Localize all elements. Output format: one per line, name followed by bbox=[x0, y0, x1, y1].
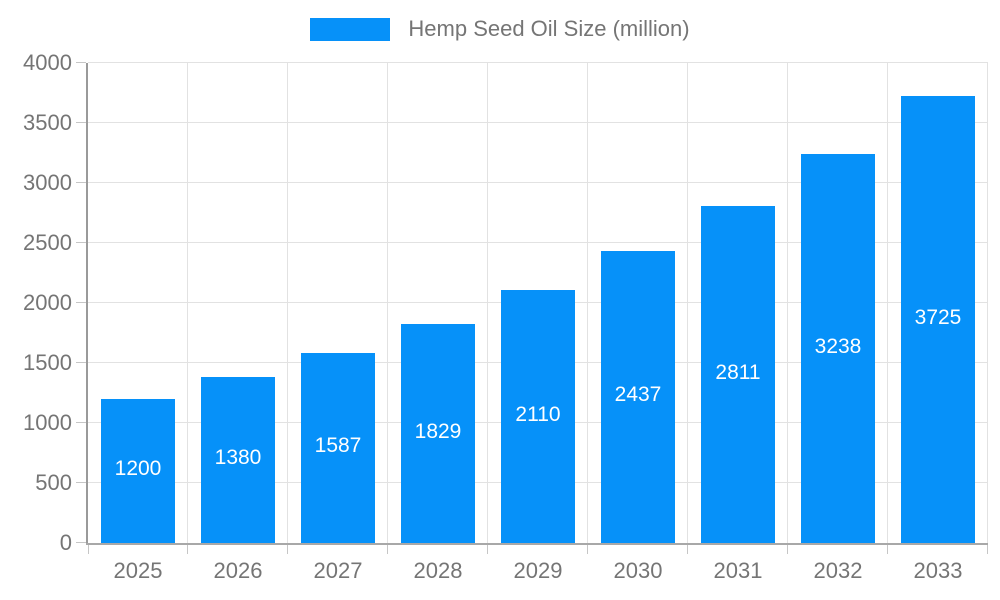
y-tick-label: 500 bbox=[35, 470, 72, 495]
x-axis-line bbox=[86, 543, 988, 545]
bar-value-label: 1829 bbox=[414, 419, 462, 443]
y-tick-mark bbox=[76, 302, 86, 303]
v-gridline bbox=[187, 63, 188, 543]
bar-value-label: 1380 bbox=[214, 446, 262, 469]
bar-2027[interactable]: 1587 bbox=[301, 353, 375, 543]
y-tick-mark bbox=[76, 362, 86, 363]
bar-value-label: 3725 bbox=[914, 305, 962, 329]
y-tick-mark bbox=[76, 62, 86, 63]
y-tick-mark bbox=[76, 422, 86, 423]
v-gridline bbox=[387, 63, 388, 543]
x-tick-label: 2025 bbox=[113, 558, 163, 583]
v-gridline bbox=[287, 63, 288, 543]
y-tick-mark bbox=[76, 122, 86, 123]
bar-2030[interactable]: 2437 bbox=[601, 251, 675, 543]
y-tick-label: 0 bbox=[59, 530, 72, 555]
bar-value-label: 2811 bbox=[715, 360, 761, 384]
plot-area: 1200 1380 1587 1829 2110 2437 2811 3238 3725 bbox=[76, 62, 988, 554]
bar-2032[interactable]: 3238 bbox=[801, 154, 875, 543]
x-tick-label: 2031 bbox=[713, 558, 763, 583]
x-tick-mark bbox=[287, 543, 288, 554]
y-tick-label: 2000 bbox=[23, 290, 72, 315]
x-tick-mark bbox=[887, 543, 888, 554]
v-gridline bbox=[687, 63, 688, 543]
y-tick-mark bbox=[76, 482, 86, 483]
x-tick-label: 2033 bbox=[913, 558, 963, 583]
y-tick-mark bbox=[76, 542, 86, 543]
x-tick-label: 2028 bbox=[413, 558, 463, 583]
x-tick-label: 2029 bbox=[513, 558, 563, 583]
x-tick-label: 2030 bbox=[613, 558, 663, 583]
bar-value-label: 2110 bbox=[515, 402, 561, 426]
bar-value-label: 1587 bbox=[314, 434, 362, 457]
h-gridline bbox=[88, 242, 988, 243]
x-tick-label: 2032 bbox=[813, 558, 863, 583]
x-tick-mark bbox=[787, 543, 788, 554]
v-gridline bbox=[787, 63, 788, 543]
v-gridline bbox=[587, 63, 588, 543]
x-tick-mark bbox=[587, 543, 588, 554]
y-tick-label: 3500 bbox=[23, 110, 72, 135]
bar-value-label: 3238 bbox=[814, 334, 862, 358]
legend[interactable]: Hemp Seed Oil Size (million) bbox=[0, 16, 1000, 42]
h-gridline bbox=[88, 122, 988, 123]
bar-2033[interactable]: 3725 bbox=[901, 96, 975, 543]
y-tick-label: 2500 bbox=[23, 230, 72, 255]
y-tick-label: 3000 bbox=[23, 170, 72, 195]
h-gridline bbox=[88, 182, 988, 183]
bar-value-label: 2437 bbox=[614, 383, 662, 406]
v-gridline bbox=[487, 63, 488, 543]
x-tick-mark bbox=[387, 543, 388, 554]
bar-2026[interactable]: 1380 bbox=[201, 377, 275, 543]
y-tick-label: 1500 bbox=[23, 350, 72, 375]
legend-label: Hemp Seed Oil Size (million) bbox=[408, 16, 690, 41]
bar-2025[interactable]: 1200 bbox=[101, 399, 175, 543]
y-tick-mark bbox=[76, 242, 86, 243]
x-tick-label: 2027 bbox=[313, 558, 363, 583]
y-tick-label: 4000 bbox=[23, 50, 72, 75]
bar-value-label: 1200 bbox=[114, 457, 162, 480]
bar-2029[interactable]: 2110 bbox=[501, 290, 575, 543]
x-tick-mark bbox=[88, 543, 89, 554]
y-tick-label: 1000 bbox=[23, 410, 72, 435]
x-tick-mark bbox=[687, 543, 688, 554]
y-axis-line bbox=[86, 63, 88, 543]
x-tick-mark bbox=[487, 543, 488, 554]
bar-2031[interactable]: 2811 bbox=[701, 206, 775, 543]
x-tick-label: 2026 bbox=[213, 558, 263, 583]
x-tick-mark bbox=[987, 543, 988, 554]
bar-2028[interactable]: 1829 bbox=[401, 324, 475, 543]
x-tick-mark bbox=[187, 543, 188, 554]
y-tick-mark bbox=[76, 182, 86, 183]
legend-swatch bbox=[310, 17, 391, 41]
v-gridline bbox=[887, 63, 888, 543]
h-gridline bbox=[88, 62, 988, 63]
v-gridline bbox=[987, 63, 988, 543]
